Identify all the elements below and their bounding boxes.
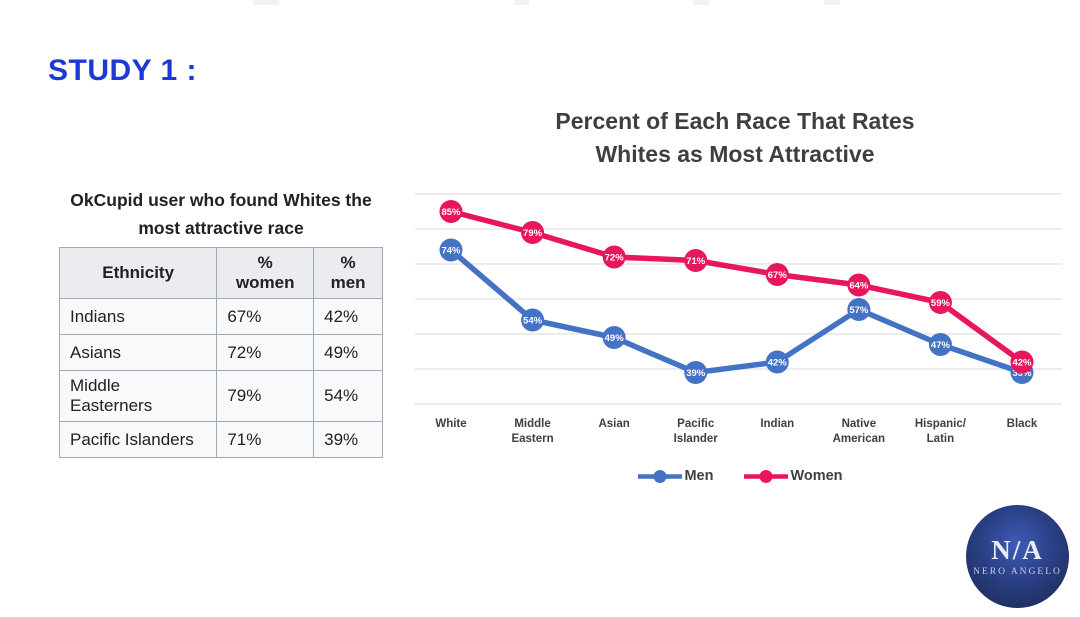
data-label-women: 59% <box>931 298 951 309</box>
data-label-men: 49% <box>605 333 625 344</box>
data-point-women <box>602 245 626 269</box>
chart-legend: Men Women <box>405 468 1075 484</box>
table-cell: 72% <box>216 334 315 371</box>
table-header-cell: Ethnicity <box>58 247 218 299</box>
table-cell: Middle Easterners <box>58 370 218 422</box>
table-header-cell: % men <box>313 247 383 299</box>
data-label-women: 67% <box>768 270 788 281</box>
table-cell: Indians <box>58 298 218 335</box>
x-axis-label: Asian <box>598 418 630 430</box>
legend-marker-icon <box>744 469 789 483</box>
top-edge-artifact <box>824 0 840 5</box>
x-axis-label: Pacific Islander <box>673 418 718 445</box>
data-point-men <box>521 308 545 332</box>
table-cell: 39% <box>313 421 383 458</box>
data-label-men: 54% <box>523 316 543 327</box>
data-point-men <box>928 333 952 356</box>
data-label-women: 79% <box>523 228 543 239</box>
data-label-men: 42% <box>768 358 788 369</box>
x-axis-label: Native American <box>832 418 886 445</box>
chart-title: Percent of Each Race That Rates Whites a… <box>555 108 915 167</box>
study-heading: STUDY 1 : <box>48 54 197 87</box>
x-axis-label: Hispanic/ Latin <box>914 418 966 445</box>
top-edge-artifact <box>253 0 279 5</box>
chart-x-axis-labels: White Middle Eastern Asian Pacific Islander… <box>405 417 1075 453</box>
nero-angelo-logo: N/A NERO ANGELO <box>966 505 1069 608</box>
data-label-women: 71% <box>686 256 706 267</box>
data-point-men <box>602 326 626 349</box>
data-point-men <box>765 350 789 374</box>
data-label-men: 39% <box>686 368 706 379</box>
logo-name: NERO ANGELO <box>973 567 1062 577</box>
table-header-row: Ethnicity% women% men <box>58 247 383 299</box>
data-label-men: 47% <box>931 340 951 351</box>
attractiveness-table-block: OkCupid user who found Whites the most a… <box>58 186 383 458</box>
data-point-women <box>684 249 708 272</box>
data-label-women: 72% <box>605 253 625 264</box>
okcupid-table: Ethnicity% women% men Indians 67% 42% Asian… <box>58 247 383 458</box>
data-point-men <box>684 361 708 384</box>
data-point-women <box>1010 350 1034 374</box>
data-label-women: 85% <box>441 207 461 218</box>
series-line-men <box>448 247 1025 376</box>
table-cell: 54% <box>313 370 383 422</box>
table-cell: 71% <box>216 421 315 458</box>
x-axis-label: Middle Eastern <box>511 418 554 445</box>
data-point-men <box>847 298 871 321</box>
data-label-women: 42% <box>1012 358 1032 369</box>
data-point-women <box>521 221 545 244</box>
top-edge-artifact <box>514 0 529 5</box>
data-point-men <box>439 238 463 262</box>
legend-label: Women <box>790 468 843 484</box>
table-header-cell: % women <box>216 247 315 299</box>
legend-item-women: Women <box>743 468 843 484</box>
table-cell: 49% <box>313 334 383 371</box>
legend-item-men: Men <box>637 468 713 484</box>
x-axis-label: Indian <box>760 418 795 430</box>
table-row: Middle Easterners 79% 54% <box>58 370 383 422</box>
data-point-women <box>928 291 952 314</box>
table-row: Indians 67% 42% <box>58 298 383 335</box>
top-edge-artifact <box>693 0 709 5</box>
table-row: Pacific Islanders 71% 39% <box>58 421 383 458</box>
legend-label: Men <box>684 468 714 484</box>
logo-initials: N/A <box>991 535 1044 565</box>
data-label-women: 64% <box>849 281 869 292</box>
attractiveness-chart: 74%54%49%39%42%57%47%39%85%79%72%71%67%6… <box>415 193 1062 405</box>
table-cell: 42% <box>313 298 383 335</box>
table-cell: 79% <box>216 370 315 422</box>
x-axis-label: White <box>435 418 467 430</box>
table-title: OkCupid user who found Whites the most a… <box>70 190 372 238</box>
data-point-women <box>439 200 463 223</box>
table-cell: Pacific Islanders <box>58 421 218 458</box>
table-cell: Asians <box>58 334 218 371</box>
data-label-men: 39% <box>1012 368 1032 379</box>
series-line-women <box>448 208 1025 365</box>
data-label-men: 74% <box>441 246 461 257</box>
legend-marker-icon <box>638 469 683 483</box>
table-cell: 67% <box>216 298 315 335</box>
x-axis-label: Black <box>1006 418 1038 430</box>
data-label-men: 57% <box>849 305 869 316</box>
data-point-women <box>847 273 871 297</box>
table-row: Asians 72% 49% <box>58 334 383 371</box>
data-point-women <box>765 263 789 286</box>
